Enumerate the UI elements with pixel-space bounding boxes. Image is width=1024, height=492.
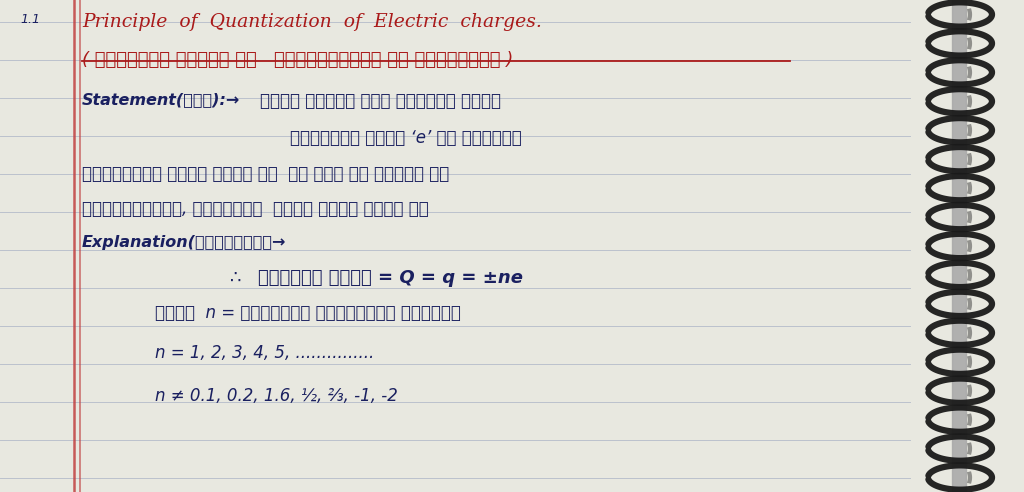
Text: Explanation(व्याख्या→: Explanation(व्याख्या→ (82, 235, 287, 250)
Text: विकसित आवेश = Q = q = ±ne: विकसित आवेश = Q = q = ±ne (258, 269, 523, 287)
Text: भिन्नात्मक, ॒णात्मक  गुणज नहीं होता ही: भिन्नात्मक, ॒णात्मक गुणज नहीं होता ही (82, 200, 429, 218)
Bar (952, 0, 966, 492)
Text: n ≠ 0.1, 0.2, 1.6, ½, ⅔, -1, -2: n ≠ 0.1, 0.2, 1.6, ½, ⅔, -1, -2 (155, 387, 398, 405)
Text: पूर्णांक गुणज होता है  यह कभी भी दशमलव या: पूर्णांक गुणज होता है यह कभी भी दशमलव या (82, 165, 450, 183)
Text: 1.1: 1.1 (20, 13, 40, 26)
Text: Statement(कथन):→: Statement(कथन):→ (82, 92, 241, 107)
Text: न्यूनतम आवेश ‘e’ का धनातमक: न्यूनतम आवेश ‘e’ का धनातमक (290, 129, 522, 147)
Text: n = 1, 2, 3, 4, 5, ...............: n = 1, 2, 3, 4, 5, ............... (155, 344, 374, 362)
Text: जहाँ  n = धनात्मक पूर्णांक संख्या: जहाँ n = धनात्मक पूर्णांक संख्या (155, 304, 461, 322)
Text: Principle  of  Quantization  of  Electric  charges.: Principle of Quantization of Electric ch… (82, 13, 542, 31)
Text: ( विद्युत आवेशो के   क्वांटीकरण का सिद्धांत ): ( विद्युत आवेशो के क्वांटीकरण का सिद्धां… (82, 51, 513, 69)
Text: किसी वस्तु में विकसित आवेश: किसी वस्तु में विकसित आवेश (260, 92, 501, 110)
Text: ∴: ∴ (230, 269, 242, 287)
